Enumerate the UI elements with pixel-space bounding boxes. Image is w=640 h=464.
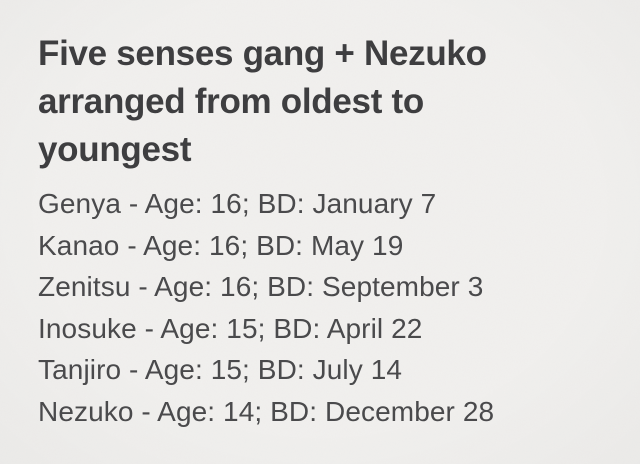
list-item: Zenitsu - Age: 16; BD: September 3 <box>38 271 484 302</box>
title-line: youngest <box>38 130 192 169</box>
post-title: Five senses gang + Nezuko arranged from … <box>38 30 614 174</box>
list-item: Inosuke - Age: 15; BD: April 22 <box>38 312 423 344</box>
post-content: Five senses gang + Nezuko arranged from … <box>38 30 614 432</box>
title-line: arranged from oldest to <box>38 82 424 121</box>
character-list: Genya - Age: 16; BD: January 7 Kanao - A… <box>38 183 614 432</box>
list-item: Tanjiro - Age: 15; BD: July 14 <box>38 354 403 385</box>
list-item: Genya - Age: 16; BD: January 7 <box>38 188 437 219</box>
list-item: Kanao - Age: 16; BD: May 19 <box>38 229 404 261</box>
title-line: Five senses gang + Nezuko <box>38 34 487 73</box>
list-item: Nezuko - Age: 14; BD: December 28 <box>38 395 495 427</box>
